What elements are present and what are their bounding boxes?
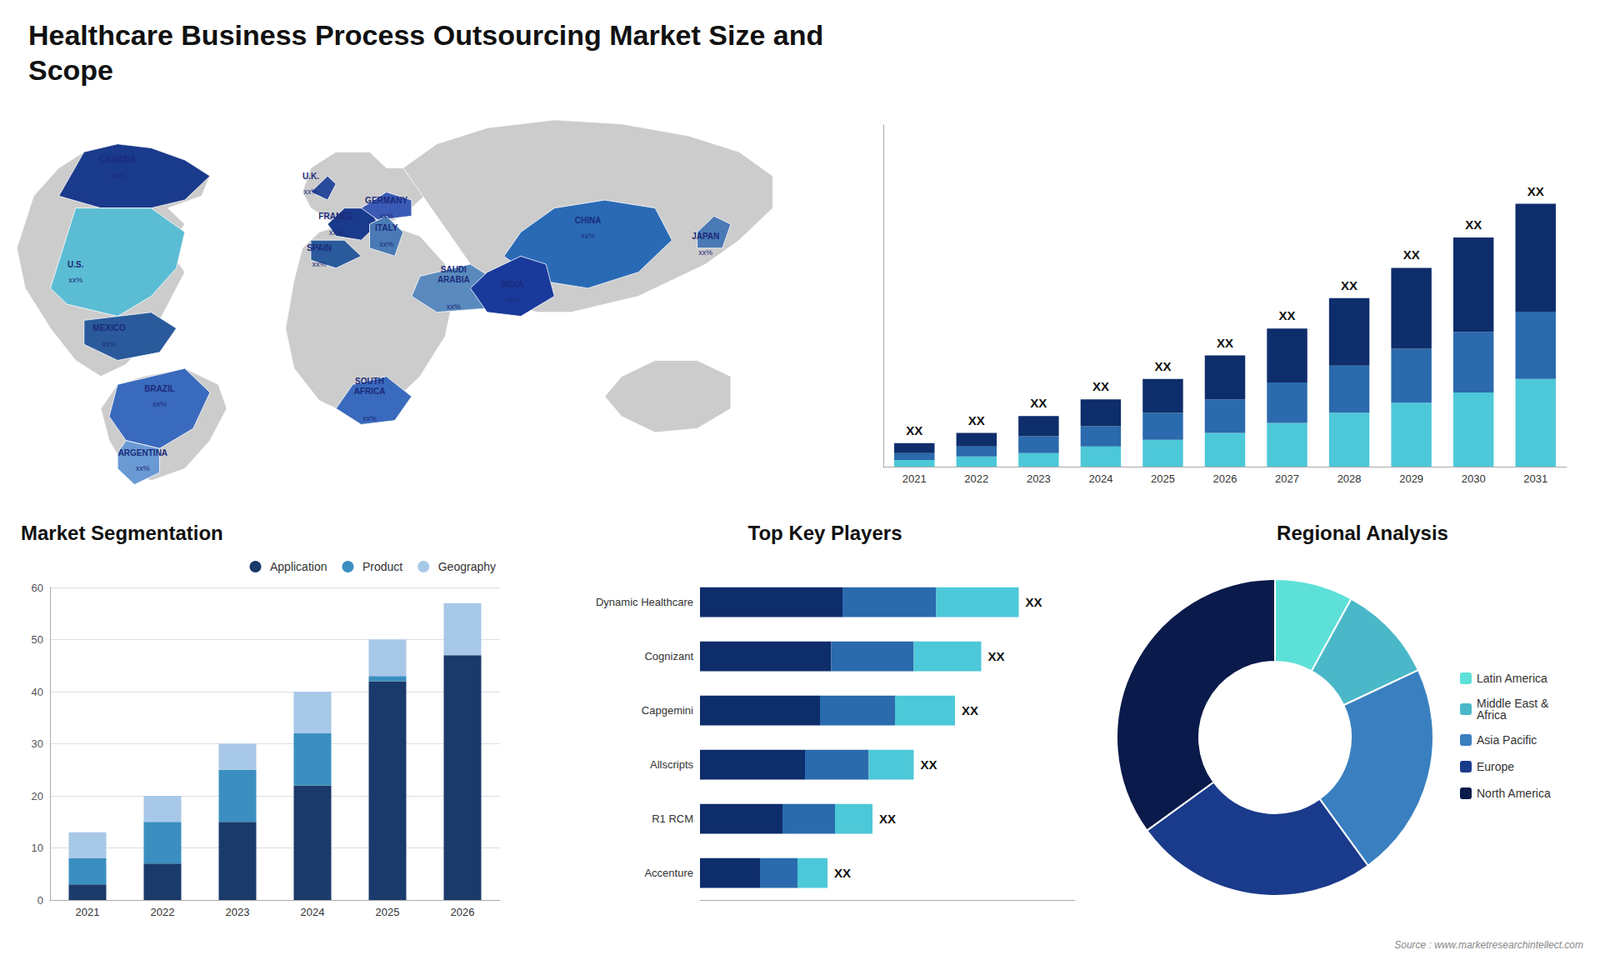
svg-text:xx%: xx% xyxy=(505,295,520,305)
svg-text:Latin America: Latin America xyxy=(1476,671,1548,685)
svg-text:ARABIA: ARABIA xyxy=(437,275,470,285)
svg-text:XX: XX xyxy=(1025,595,1043,610)
svg-text:20: 20 xyxy=(31,790,44,803)
svg-text:2025: 2025 xyxy=(375,905,400,919)
svg-text:Cognizant: Cognizant xyxy=(644,650,694,663)
svg-text:XX: XX xyxy=(1279,308,1296,323)
svg-text:CHINA: CHINA xyxy=(575,215,602,225)
svg-text:XX: XX xyxy=(1216,335,1234,350)
svg-text:North America: North America xyxy=(1476,786,1551,800)
svg-text:50: 50 xyxy=(31,633,44,646)
svg-text:xx%: xx% xyxy=(135,464,150,473)
svg-text:2027: 2027 xyxy=(1275,472,1300,485)
svg-text:XX: XX xyxy=(1030,395,1047,410)
svg-text:XX: XX xyxy=(920,757,938,772)
svg-text:GERMANY: GERMANY xyxy=(365,195,408,205)
svg-text:2024: 2024 xyxy=(300,905,325,919)
svg-text:60: 60 xyxy=(31,581,44,595)
svg-text:2023: 2023 xyxy=(1026,472,1051,485)
svg-text:Accenture: Accenture xyxy=(644,866,694,880)
svg-text:Capgemini: Capgemini xyxy=(641,704,694,717)
svg-text:2021: 2021 xyxy=(902,472,927,485)
svg-text:2022: 2022 xyxy=(964,472,989,485)
svg-text:40: 40 xyxy=(31,685,44,699)
svg-text:XX: XX xyxy=(879,811,896,826)
svg-text:2026: 2026 xyxy=(450,905,475,919)
svg-text:xx%: xx% xyxy=(446,302,461,311)
svg-text:10: 10 xyxy=(31,841,44,855)
svg-text:Dynamic Healthcare: Dynamic Healthcare xyxy=(595,595,694,609)
svg-text:xx%: xx% xyxy=(102,340,117,349)
svg-text:SPAIN: SPAIN xyxy=(306,243,332,253)
svg-text:XX: XX xyxy=(988,649,1005,664)
svg-text:Middle East &: Middle East & xyxy=(1476,696,1549,710)
svg-text:2025: 2025 xyxy=(1150,472,1175,485)
svg-text:2022: 2022 xyxy=(150,905,175,919)
svg-text:CANADA: CANADA xyxy=(99,155,135,165)
svg-text:U.S.: U.S. xyxy=(67,260,85,270)
svg-text:SAUDI: SAUDI xyxy=(440,265,467,275)
svg-text:XX: XX xyxy=(1154,359,1171,374)
svg-text:Healthcare Business Process Ou: Healthcare Business Process Outsourcing … xyxy=(28,19,824,51)
svg-text:Allscripts: Allscripts xyxy=(650,758,695,771)
svg-text:2031: 2031 xyxy=(1523,472,1548,485)
svg-text:xx%: xx% xyxy=(698,248,713,257)
svg-text:R1 RCM: R1 RCM xyxy=(651,812,694,825)
svg-text:XX: XX xyxy=(968,413,985,428)
svg-text:xx%: xx% xyxy=(580,231,595,240)
svg-text:xx%: xx% xyxy=(362,414,377,423)
svg-text:2030: 2030 xyxy=(1461,472,1486,485)
svg-text:30: 30 xyxy=(31,737,44,750)
svg-text:2028: 2028 xyxy=(1337,472,1362,485)
svg-text:XX: XX xyxy=(1527,184,1545,199)
svg-text:Geography: Geography xyxy=(438,560,496,574)
svg-text:xx%: xx% xyxy=(329,228,344,237)
svg-text:xx%: xx% xyxy=(152,400,167,409)
svg-text:XX: XX xyxy=(1092,379,1110,394)
svg-text:XX: XX xyxy=(905,423,923,438)
svg-text:Application: Application xyxy=(270,560,328,574)
svg-text:Europe: Europe xyxy=(1476,760,1515,774)
svg-text:AFRICA: AFRICA xyxy=(354,386,386,396)
svg-text:XX: XX xyxy=(1465,217,1482,232)
svg-text:2021: 2021 xyxy=(75,905,100,919)
svg-text:XX: XX xyxy=(1340,278,1358,293)
svg-text:xx%: xx% xyxy=(68,275,83,285)
svg-text:2029: 2029 xyxy=(1399,472,1424,485)
svg-text:Market Segmentation: Market Segmentation xyxy=(20,521,224,545)
svg-text:2023: 2023 xyxy=(225,905,250,919)
svg-text:FRANCE: FRANCE xyxy=(318,211,354,221)
svg-text:MEXICO: MEXICO xyxy=(92,323,126,333)
svg-text:BRAZIL: BRAZIL xyxy=(144,384,175,394)
svg-text:XX: XX xyxy=(961,703,979,718)
svg-text:xx%: xx% xyxy=(379,211,394,220)
svg-text:ARGENTINA: ARGENTINA xyxy=(118,448,168,458)
svg-text:ITALY: ITALY xyxy=(375,223,399,233)
svg-text:xx%: xx% xyxy=(110,171,125,180)
svg-text:Top Key Players: Top Key Players xyxy=(748,521,903,545)
svg-text:Source : www.marketresearchint: Source : www.marketresearchintellect.com xyxy=(1394,939,1584,951)
svg-text:xx%: xx% xyxy=(303,187,318,196)
svg-text:XX: XX xyxy=(1403,247,1420,262)
svg-text:Africa: Africa xyxy=(1476,708,1507,722)
svg-text:2026: 2026 xyxy=(1213,472,1238,485)
svg-text:0: 0 xyxy=(37,894,44,907)
svg-text:JAPAN: JAPAN xyxy=(691,231,720,241)
svg-text:Regional Analysis: Regional Analysis xyxy=(1276,521,1449,545)
svg-text:Scope: Scope xyxy=(28,54,114,86)
svg-text:xx%: xx% xyxy=(379,240,394,249)
svg-text:SOUTH: SOUTH xyxy=(355,376,385,386)
svg-text:xx%: xx% xyxy=(312,260,327,269)
svg-text:XX: XX xyxy=(834,865,851,880)
svg-text:U.K.: U.K. xyxy=(302,171,320,181)
svg-text:INDIA: INDIA xyxy=(500,280,524,290)
svg-text:2024: 2024 xyxy=(1088,472,1113,485)
svg-text:Asia Pacific: Asia Pacific xyxy=(1476,733,1537,747)
svg-text:Product: Product xyxy=(362,560,403,574)
